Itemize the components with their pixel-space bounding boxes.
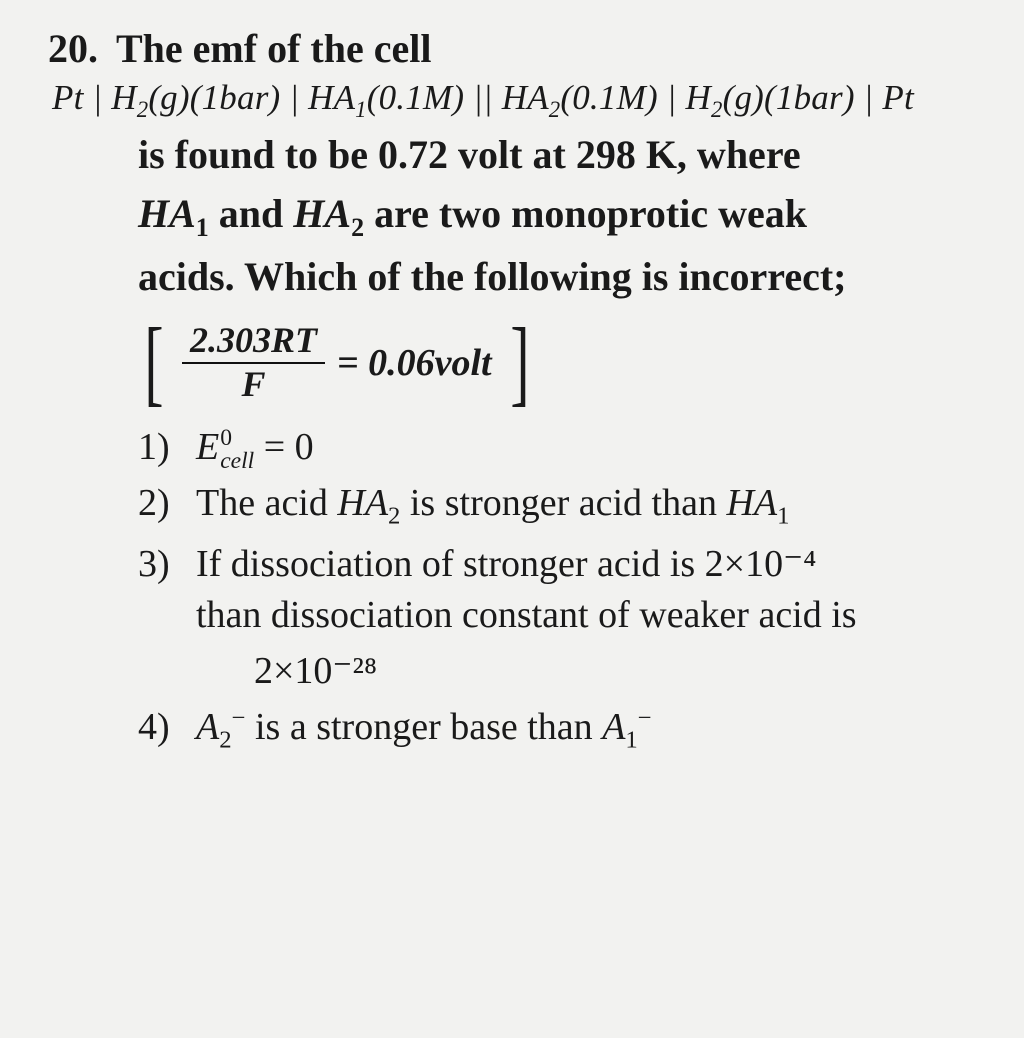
- option-2-ha1: HA: [726, 482, 777, 524]
- option-4-mid: is a stronger base than: [246, 706, 603, 748]
- option-3-text: If dissociation of stronger acid is 2×10…: [196, 539, 984, 639]
- question-header: 20. The emf of the cell: [48, 24, 984, 74]
- option-2-lead: The acid: [196, 482, 337, 524]
- option-1-text: E0cell = 0: [196, 422, 984, 473]
- option-1-number: 1): [138, 422, 182, 472]
- ha1-symbol: HA: [138, 191, 196, 236]
- ha2-sub: 2: [351, 213, 364, 242]
- option-2-ha1-sub: 1: [777, 503, 789, 530]
- option-3-value-row: 2×10⁻²⁸: [138, 646, 984, 696]
- formula-row: [ 2.303RT F = 0.06volt ]: [138, 310, 984, 416]
- option-4-a1-sub: 1: [625, 726, 637, 753]
- option-1-sup: 0: [220, 427, 254, 449]
- fraction: 2.303RT F: [182, 322, 325, 404]
- option-3: 3) If dissociation of stronger acid is 2…: [138, 539, 984, 639]
- option-2-ha2-sub: 2: [388, 503, 400, 530]
- option-4-text: A2− is a stronger base than A1−: [196, 702, 984, 757]
- question-title: The emf of the cell: [116, 24, 431, 74]
- body-line-2: HA1 and HA2 are two monoprotic weak: [138, 188, 984, 245]
- body-line-1: is found to be 0.72 volt at 298 K, where: [138, 129, 984, 182]
- formula-box: [ 2.303RT F = 0.06volt ]: [138, 322, 536, 404]
- option-2-number: 2): [138, 478, 182, 528]
- option-1-E: E: [196, 426, 219, 468]
- option-3-line1: If dissociation of stronger acid is 2×10…: [196, 543, 816, 585]
- options-block: 1) E0cell = 0 2) The acid HA2 is stronge…: [138, 422, 984, 758]
- option-3-number: 3): [138, 539, 182, 589]
- option-2-mid: is stronger acid than: [400, 482, 726, 524]
- option-3-line3: 2×10⁻²⁸: [254, 646, 984, 696]
- question-number: 20.: [48, 24, 98, 74]
- option-2: 2) The acid HA2 is stronger acid than HA…: [138, 478, 984, 533]
- right-bracket-icon: ]: [510, 336, 529, 389]
- option-1-sub: cell: [220, 450, 254, 472]
- option-4-a1: A: [602, 706, 625, 748]
- fraction-denominator: F: [233, 364, 273, 404]
- question-page: 20. The emf of the cell Pt | H2(g)(1bar)…: [0, 0, 1024, 789]
- left-bracket-icon: [: [144, 336, 163, 389]
- option-2-ha2: HA: [337, 482, 388, 524]
- option-2-text: The acid HA2 is stronger acid than HA1: [196, 478, 984, 533]
- option-4-a1-sup: −: [638, 704, 652, 731]
- ha1-sub: 1: [196, 213, 209, 242]
- option-1: 1) E0cell = 0: [138, 422, 984, 473]
- option-4-a2-sub: 2: [219, 726, 231, 753]
- option-4-a2-sup: −: [232, 704, 246, 731]
- fraction-equals: = 0.06volt: [337, 338, 492, 388]
- body-line-2-tail: are two monoprotic weak: [364, 191, 807, 236]
- body-line-3: acids. Which of the following is incorre…: [138, 251, 984, 304]
- body-line-2-and: and: [209, 191, 294, 236]
- option-1-tail: = 0: [254, 426, 313, 468]
- option-4: 4) A2− is a stronger base than A1−: [138, 702, 984, 757]
- option-4-number: 4): [138, 702, 182, 752]
- ha2-symbol: HA: [293, 191, 351, 236]
- option-4-a2: A: [196, 706, 219, 748]
- option-3-line2: than dissociation constant of weaker aci…: [196, 594, 857, 636]
- cell-notation: Pt | H2(g)(1bar) | HA1(0.1M) || HA2(0.1M…: [52, 78, 984, 123]
- fraction-numerator: 2.303RT: [182, 322, 325, 364]
